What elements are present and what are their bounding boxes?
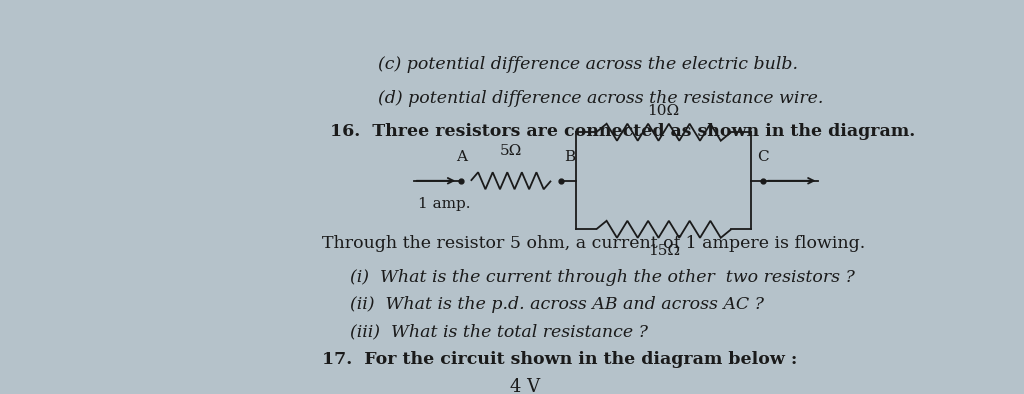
- Text: A: A: [456, 150, 467, 164]
- Text: 4 V: 4 V: [510, 378, 540, 394]
- Text: B: B: [564, 150, 575, 164]
- Text: (d) potential difference across the resistance wire.: (d) potential difference across the resi…: [378, 90, 823, 107]
- Text: C: C: [757, 150, 769, 164]
- Text: Through the resistor 5 ohm, a current of 1 ampere is flowing.: Through the resistor 5 ohm, a current of…: [323, 235, 865, 253]
- Text: 16.  Three resistors are connected as shown in the diagram.: 16. Three resistors are connected as sho…: [331, 123, 915, 140]
- Text: (i)  What is the current through the other  two resistors ?: (i) What is the current through the othe…: [350, 269, 855, 286]
- Text: 17.  For the circuit shown in the diagram below :: 17. For the circuit shown in the diagram…: [323, 351, 798, 368]
- Text: (iii)  What is the total resistance ?: (iii) What is the total resistance ?: [350, 323, 648, 340]
- Text: (c) potential difference across the electric bulb.: (c) potential difference across the elec…: [378, 56, 798, 73]
- Text: 10Ω: 10Ω: [647, 104, 680, 118]
- Text: (ii)  What is the p.d. across AB and across AC ?: (ii) What is the p.d. across AB and acro…: [350, 296, 764, 313]
- Text: 1 amp.: 1 amp.: [418, 197, 470, 212]
- Text: 5Ω: 5Ω: [500, 144, 522, 158]
- Text: 15Ω: 15Ω: [648, 244, 680, 258]
